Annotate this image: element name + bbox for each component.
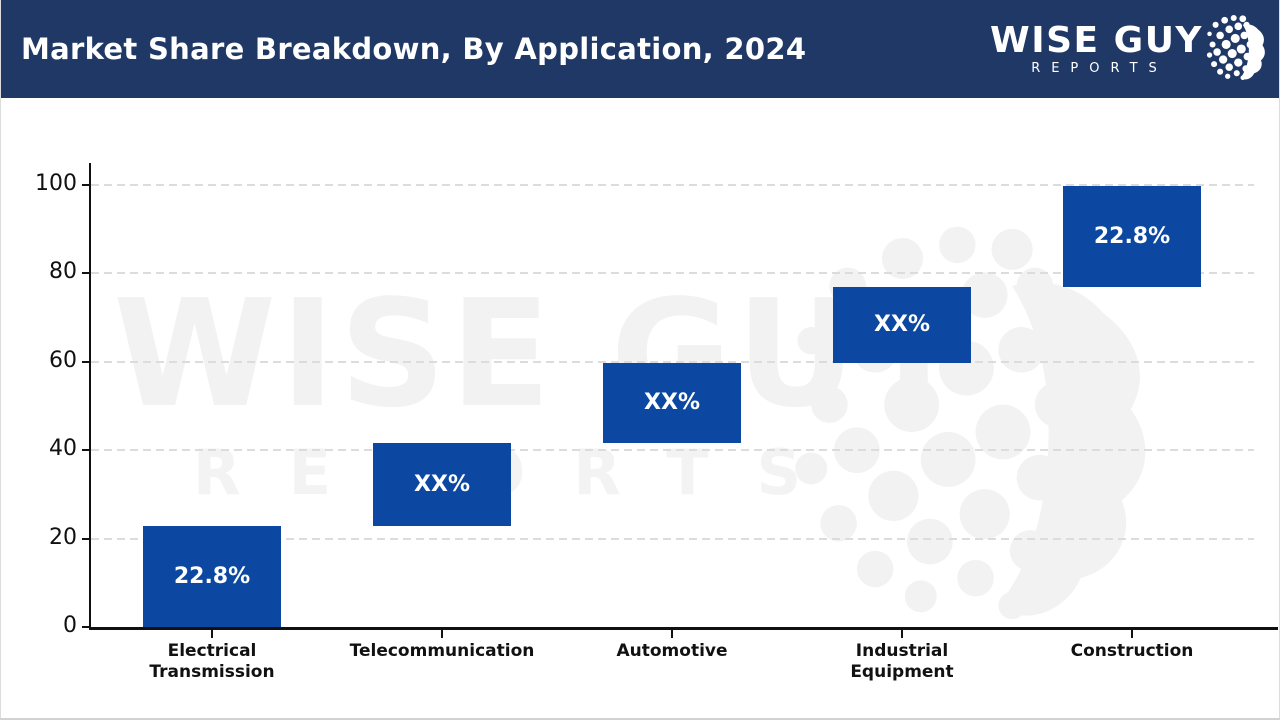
x-axis-label-telecommunication: Telecommunication — [349, 641, 535, 661]
x-axis-line — [89, 627, 1278, 630]
x-axis-label-electrical-transmission: Electrical Transmission — [149, 641, 275, 682]
y-tick-label: 60 — [49, 347, 77, 373]
y-tick-label: 20 — [49, 524, 77, 550]
bar-value-label: 22.8% — [173, 564, 251, 590]
x-axis-label-construction: Construction — [1070, 641, 1194, 661]
bar-construction: 22.8% — [1063, 186, 1201, 288]
y-tick-mark — [82, 184, 91, 186]
x-tick-mark — [1131, 630, 1133, 638]
logo-wordmark: WISE GUY REPORTS — [989, 19, 1203, 77]
y-axis-line — [89, 163, 91, 630]
gridline-60 — [91, 360, 1254, 363]
x-axis-label-automotive: Automotive — [616, 641, 728, 661]
bar-value-label: XX% — [644, 390, 700, 416]
logo-face-icon — [1206, 14, 1265, 80]
y-tick-mark — [82, 626, 91, 628]
logo-wordmark-line2: REPORTS — [1031, 61, 1168, 77]
y-tick-mark — [82, 360, 91, 363]
wise-guy-reports-logo: WISE GUY REPORTS — [990, 13, 1267, 85]
y-tick-mark — [82, 449, 91, 452]
watermark-face-icon — [795, 226, 1146, 620]
logo-wordmark-line1: WISE GUY — [989, 19, 1203, 61]
bar-telecommunication: XX% — [373, 443, 511, 527]
x-tick-mark — [441, 630, 443, 638]
gridline-20 — [91, 537, 1254, 540]
bar-value-label: XX% — [414, 472, 470, 498]
x-axis-label-industrial-equipment: Industrial Equipment — [850, 641, 954, 682]
header: Market Share Breakdown, By Application, … — [1, 0, 1279, 98]
y-tick-label: 40 — [49, 436, 77, 462]
gridline-100 — [91, 184, 1254, 186]
y-tick-label: 0 — [63, 613, 77, 638]
x-tick-mark — [901, 630, 903, 638]
y-tick-label: 100 — [35, 171, 77, 196]
y-tick-label: 80 — [49, 259, 77, 285]
gridline-40 — [91, 449, 1254, 452]
y-tick-mark — [82, 272, 91, 275]
bar-industrial-equipment: XX% — [833, 287, 971, 363]
gridline-80 — [91, 272, 1254, 275]
bar-automotive: XX% — [603, 362, 741, 444]
bar-value-label: XX% — [874, 312, 930, 338]
bar-value-label: 22.8% — [1093, 224, 1171, 250]
y-tick-mark — [82, 537, 91, 540]
chart-title: Market Share Breakdown, By Application, … — [21, 32, 807, 66]
x-tick-mark — [211, 630, 213, 638]
x-tick-mark — [671, 630, 673, 638]
bar-electrical-transmission: 22.8% — [143, 526, 281, 627]
